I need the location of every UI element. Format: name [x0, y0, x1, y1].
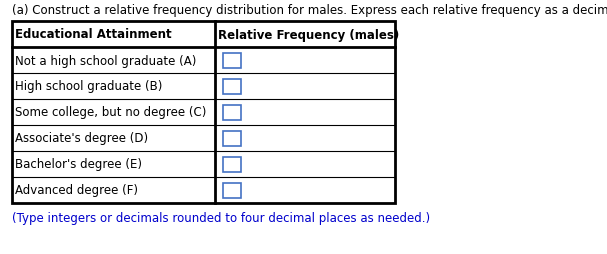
Text: Some college, but no degree (C): Some college, but no degree (C) [15, 106, 206, 119]
Text: Associate's degree (D): Associate's degree (D) [15, 132, 148, 145]
Text: Not a high school graduate (A): Not a high school graduate (A) [15, 54, 197, 67]
Text: High school graduate (B): High school graduate (B) [15, 80, 163, 93]
Text: Bachelor's degree (E): Bachelor's degree (E) [15, 158, 142, 171]
Text: Educational Attainment: Educational Attainment [15, 28, 172, 41]
Bar [223, 105, 241, 120]
Bar [223, 157, 241, 172]
Bar [223, 53, 241, 68]
Bar [12, 22, 395, 203]
Text: (Type integers or decimals rounded to four decimal places as needed.): (Type integers or decimals rounded to fo… [12, 211, 430, 224]
Text: Advanced degree (F): Advanced degree (F) [15, 184, 138, 197]
Text: (a) Construct a relative frequency distribution for males. Express each relative: (a) Construct a relative frequency distr… [12, 4, 607, 17]
Bar [223, 79, 241, 94]
Text: Relative Frequency (males): Relative Frequency (males) [218, 28, 399, 41]
Bar [223, 131, 241, 146]
Bar [223, 183, 241, 198]
